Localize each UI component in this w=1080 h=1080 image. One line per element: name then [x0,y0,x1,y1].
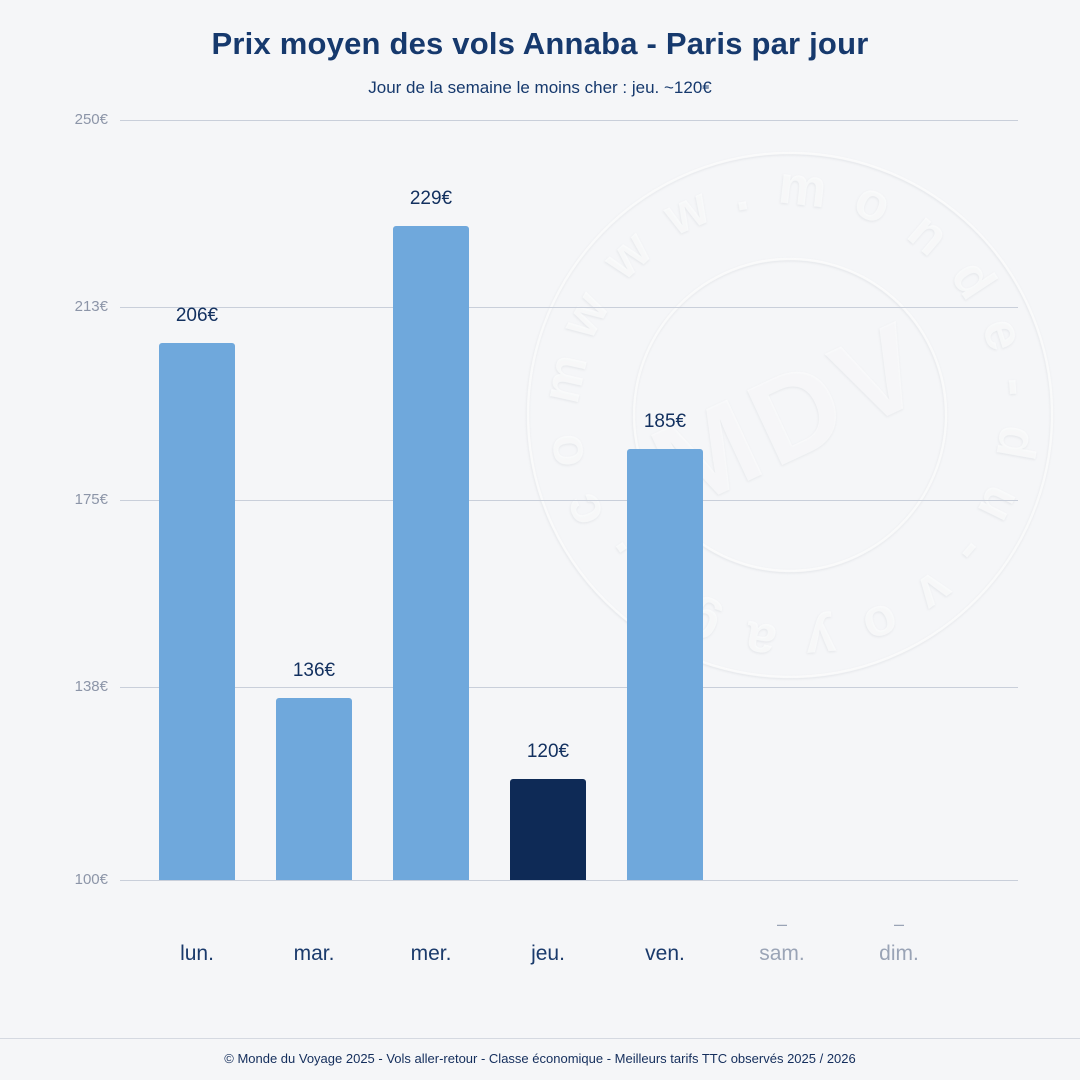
y-tick-label: 250€ [74,111,108,128]
bar-mer [393,226,469,880]
gridline-175€ [120,500,1018,501]
x-label-lun: lun. [180,942,214,965]
empty-marker-sam: – [776,914,787,934]
value-label-ven: 185€ [643,411,687,433]
value-label-lun: 206€ [175,304,219,326]
chart-title: Prix moyen des vols Annaba - Paris par j… [211,26,869,61]
bar-lun [159,342,235,880]
y-tick-label: 138€ [74,678,108,696]
empty-marker-dim: – [893,914,904,934]
footer-text: © Monde du Voyage 2025 - Vols aller-reto… [224,1051,856,1066]
gridline-250€ [120,120,1018,121]
x-label-ven: ven. [645,942,685,965]
value-label-mer: 229€ [409,188,453,210]
gridline-100€ [120,880,1018,881]
x-label-sam: sam. [759,942,805,965]
plot-area: 250€ 213€ 175€ 138€ 100€ 206€ lun. 136€ mar. 229€… [75,111,1018,965]
gridline-138€ [120,687,1018,689]
bar-jeu [510,778,586,880]
y-tick-label: 175€ [74,491,108,508]
chart-subtitle: Jour de la semaine le moins cher : jeu. … [368,78,712,97]
value-label-jeu: 120€ [526,740,570,762]
bar-ven [627,449,703,880]
x-label-jeu: jeu. [531,942,565,965]
bar-mar [276,697,352,880]
y-tick-label: 213€ [74,298,108,316]
footer: © Monde du Voyage 2025 - Vols aller-reto… [0,1038,1080,1080]
x-label-mar: mar. [293,942,335,965]
x-label-mer: mer. [410,942,452,965]
value-label-mar: 136€ [292,659,336,681]
x-label-dim: dim. [879,942,919,965]
y-tick-label: 100€ [74,871,108,888]
